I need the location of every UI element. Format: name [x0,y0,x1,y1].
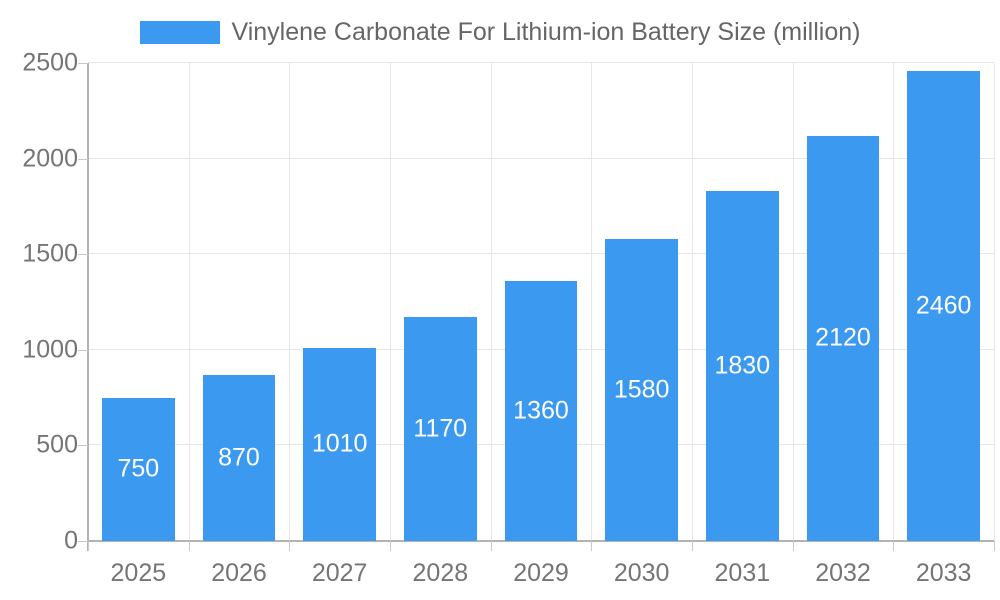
y-axis-line [87,63,89,551]
gridline-v [389,63,391,541]
bar-value-label: 870 [218,443,260,472]
y-axis-label: 1000 [22,335,78,364]
gridline-v [289,63,291,541]
bar-value-label: 1360 [513,396,569,425]
bar-value-label: 1830 [714,351,771,380]
x-axis-label: 2027 [311,559,368,587]
legend[interactable]: Vinylene Carbonate For Lithium-ion Batte… [0,16,1000,48]
gridline-h [88,253,994,255]
gridline-v [893,63,895,541]
x-axis-label: 2028 [412,559,469,587]
x-tick [390,541,391,551]
x-tick [88,541,89,551]
x-tick [792,541,794,551]
bar-2031[interactable]: 1830 [705,191,779,541]
bar-value-label: 2120 [815,323,871,352]
y-tick [78,254,88,256]
bar-2029[interactable]: 1360 [504,280,578,541]
x-tick [893,541,895,551]
gridline-v [188,63,190,541]
bar-2030[interactable]: 1580 [605,238,679,541]
x-axis-label: 2033 [915,559,972,587]
y-tick [78,445,88,447]
x-axis-label: 2026 [211,559,267,587]
legend-label: Vinylene Carbonate For Lithium-ion Batte… [231,17,861,46]
gridline-h [88,62,994,63]
x-axis-line [87,540,994,542]
y-axis-label: 2500 [22,48,78,77]
gridline-v [691,63,693,541]
gridline-v [490,63,492,541]
bar-2028[interactable]: 1170 [403,317,477,541]
y-axis-label: 1500 [22,239,78,268]
gridline-v [591,63,593,541]
y-tick [78,349,88,351]
gridline-v [792,63,794,541]
bar-2032[interactable]: 2120 [806,135,880,541]
x-tick [188,541,190,551]
bar-2027[interactable]: 1010 [303,347,377,541]
bar-value-label: 2460 [915,291,972,320]
y-tick [78,63,88,64]
x-axis-label: 2031 [714,559,771,587]
y-axis-label: 500 [36,430,78,459]
bar-2026[interactable]: 870 [202,374,276,541]
x-tick [692,541,693,551]
bar-2025[interactable]: 750 [101,397,175,541]
x-tick [490,541,492,551]
x-axis-label: 2030 [613,559,670,587]
y-tick [78,541,88,542]
x-tick [994,541,995,551]
gridline-v [994,63,995,541]
x-axis-label: 2025 [110,559,167,587]
x-tick [289,541,291,551]
legend-swatch[interactable] [139,20,220,44]
x-axis-label: 2032 [815,559,871,587]
x-tick [591,541,593,551]
x-axis-label: 2029 [513,559,569,587]
plot-area: 750 870 1010 1170 1360 1580 1830 2120 2460 [87,62,995,551]
bar-value-label: 1170 [413,414,468,443]
gridline-h [88,157,994,159]
y-axis-label: 2000 [22,144,78,173]
bar-value-label: 1580 [613,375,670,404]
bar-2033[interactable]: 2460 [907,70,981,541]
bar-value-label: 1010 [311,429,368,458]
y-tick [78,158,88,160]
y-axis-label: 0 [64,526,78,555]
bar-value-label: 750 [117,454,160,483]
